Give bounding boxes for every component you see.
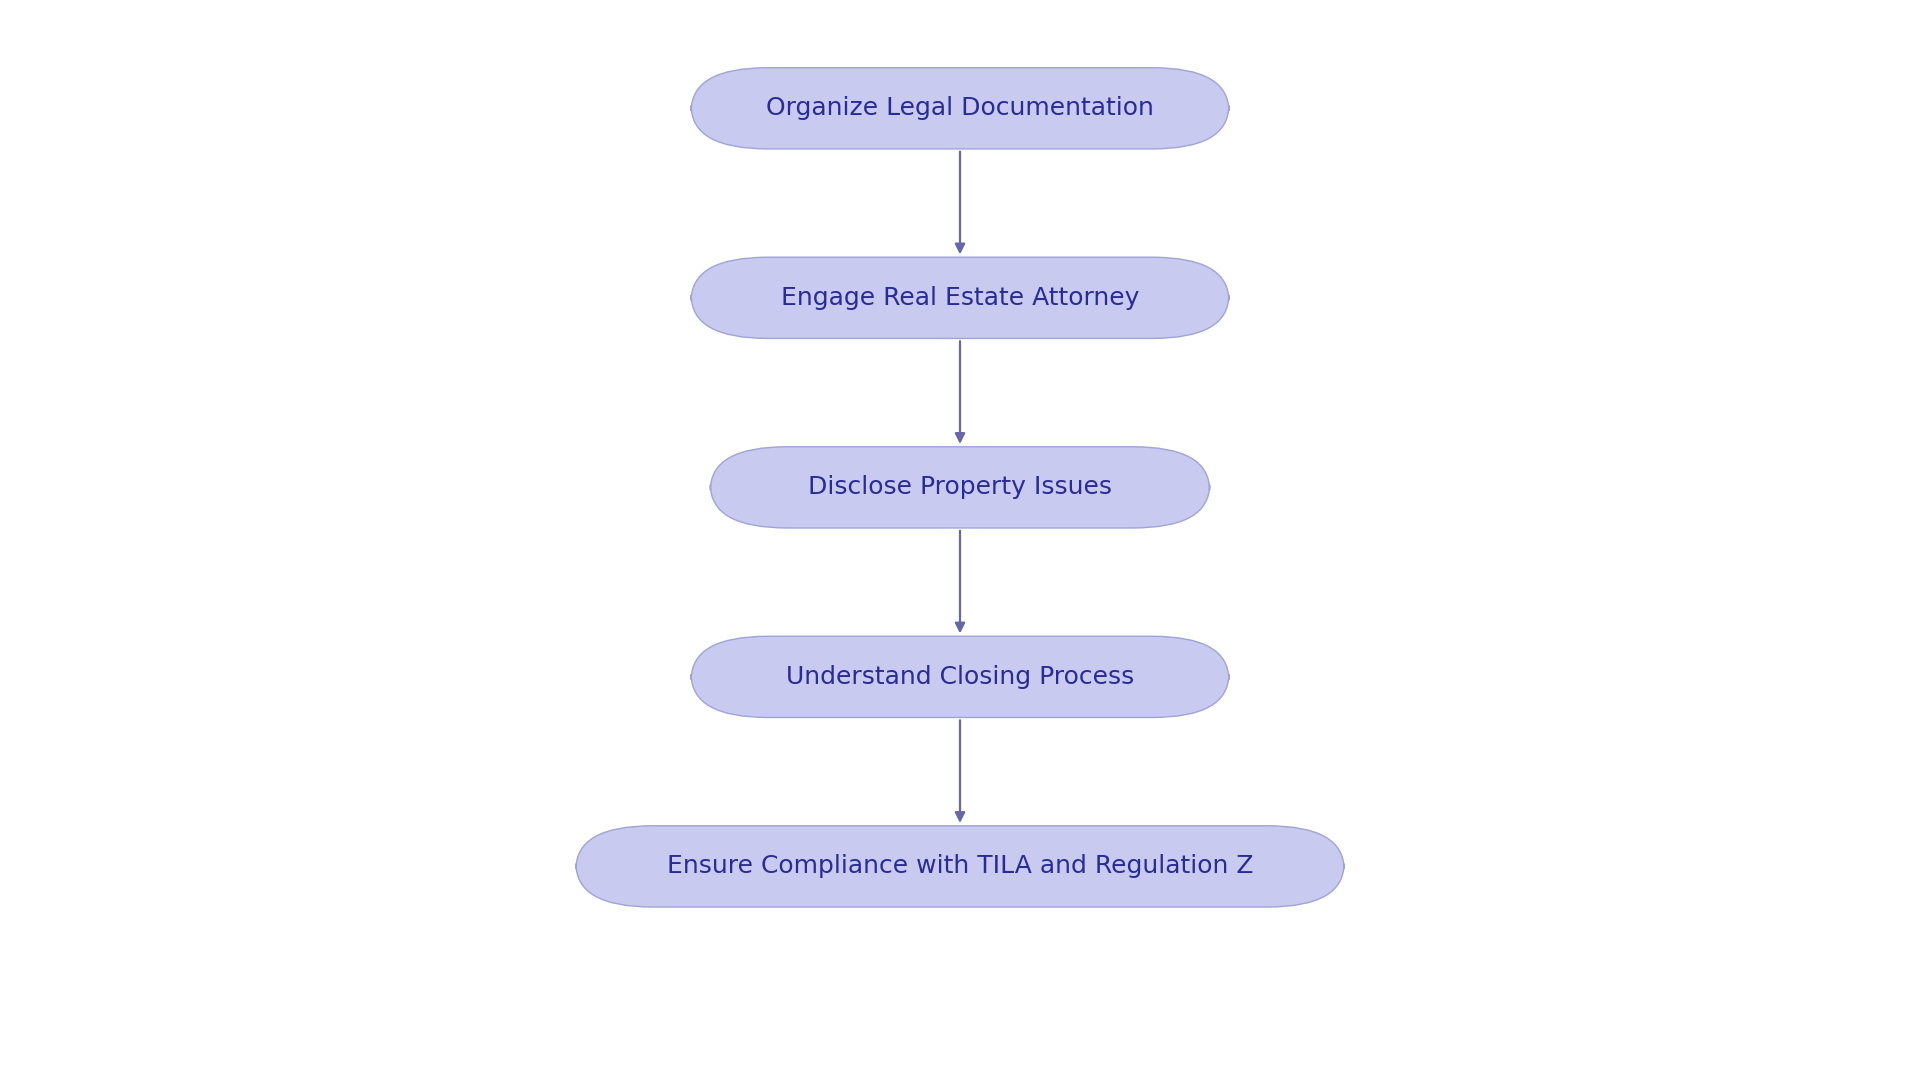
FancyBboxPatch shape xyxy=(691,67,1229,148)
FancyBboxPatch shape xyxy=(576,825,1344,906)
Text: Organize Legal Documentation: Organize Legal Documentation xyxy=(766,96,1154,120)
Text: Understand Closing Process: Understand Closing Process xyxy=(785,665,1135,689)
Text: Ensure Compliance with TILA and Regulation Z: Ensure Compliance with TILA and Regulati… xyxy=(666,854,1254,878)
FancyBboxPatch shape xyxy=(710,446,1210,529)
Text: Engage Real Estate Attorney: Engage Real Estate Attorney xyxy=(781,286,1139,310)
Text: Disclose Property Issues: Disclose Property Issues xyxy=(808,475,1112,499)
FancyBboxPatch shape xyxy=(691,636,1229,717)
FancyBboxPatch shape xyxy=(691,258,1229,338)
